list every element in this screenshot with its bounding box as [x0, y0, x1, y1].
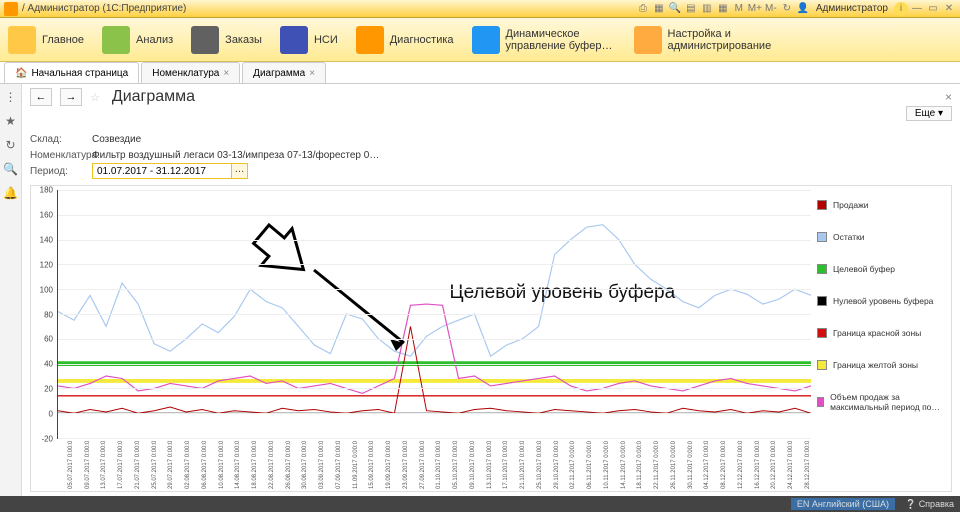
sklad-value: Созвездие — [92, 134, 141, 145]
grid-icon[interactable]: ▦ — [652, 2, 666, 16]
y-axis: -20020406080100120140160180 — [31, 190, 55, 439]
toolbar-dynamic[interactable]: Динамическое управление буфер… — [472, 26, 616, 54]
toolbar-orders[interactable]: Заказы — [191, 26, 262, 54]
toolbar-admin[interactable]: Настройка и администрирование — [634, 26, 778, 54]
tab-nomenclature[interactable]: Номенклатура × — [141, 62, 240, 83]
min-icon[interactable]: — — [910, 2, 924, 16]
close-icon[interactable]: × — [309, 68, 315, 79]
doc-icon[interactable]: ▤ — [684, 2, 698, 16]
tab-bar: 🏠 Начальная страница Номенклатура × Диаг… — [0, 62, 960, 84]
page-title: Диаграмма — [112, 88, 195, 106]
legend: ПродажиОстаткиЦелевой буферНулевой урове… — [817, 200, 947, 434]
filter-fields: Склад:Созвездие Номенклатура:Фильтр возд… — [30, 131, 952, 179]
m2-icon[interactable]: M+ — [748, 2, 762, 16]
lang-indicator[interactable]: EN Английский (США) — [791, 498, 895, 510]
nomen-value: Фильтр воздушный легаси 03-13/импреза 07… — [92, 150, 379, 161]
sklad-label: Склад: — [30, 134, 92, 145]
close-icon[interactable]: × — [223, 68, 229, 79]
page-close-icon[interactable]: × — [945, 90, 952, 104]
status-bar: EN Английский (США) ❔ Справка — [0, 496, 960, 512]
back-button[interactable]: ← — [30, 88, 52, 106]
bell-icon[interactable]: 🔔 — [3, 186, 18, 200]
user-label[interactable]: Администратор — [816, 3, 888, 14]
period-label: Период: — [30, 166, 92, 177]
x-axis: 01.07.2017 0:00:0005.07.2017 0:00:0009.0… — [57, 441, 811, 489]
help-link[interactable]: ❔ Справка — [905, 499, 954, 510]
window-title: / Администратор (1С:Предприятие) — [22, 3, 636, 14]
annotation-text: Целевой уровень буфера — [450, 282, 676, 304]
titlebar-icons: ⎙ ▦ 🔍 ▤ ▥ ▦ M M+ M- ↻ 👤 — [636, 2, 810, 16]
toolbar-main[interactable]: Главное — [8, 26, 84, 54]
title-bar: / Администратор (1С:Предприятие) ⎙ ▦ 🔍 ▤… — [0, 0, 960, 18]
star-icon[interactable]: ★ — [5, 114, 16, 128]
m3-icon[interactable]: M- — [764, 2, 778, 16]
m-icon[interactable]: M — [732, 2, 746, 16]
tab-home[interactable]: 🏠 Начальная страница — [4, 62, 139, 83]
toolbar-diag[interactable]: Диагностика — [356, 26, 454, 54]
user-icon: 👤 — [796, 2, 810, 16]
plot: Целевой уровень буфера — [57, 190, 811, 439]
calendar-icon[interactable]: ▦ — [716, 2, 730, 16]
forward-button[interactable]: → — [60, 88, 82, 106]
search2-icon[interactable]: 🔍 — [3, 162, 18, 176]
close-icon[interactable]: ✕ — [942, 2, 956, 16]
tab-diagram[interactable]: Диаграмма × — [242, 62, 326, 83]
left-sidebar: ⋮⋮⋮ ★ ↻ 🔍 🔔 — [0, 84, 22, 496]
toolbar-analysis[interactable]: Анализ — [102, 26, 173, 54]
refresh-icon[interactable]: ↻ — [780, 2, 794, 16]
more-button[interactable]: Еще ▾ — [906, 106, 952, 121]
max-icon[interactable]: ▭ — [926, 2, 940, 16]
calc-icon[interactable]: ▥ — [700, 2, 714, 16]
arrow-annotation — [269, 225, 270, 226]
chart-area: -20020406080100120140160180 Целевой уров… — [30, 185, 952, 492]
info-icon[interactable]: i — [894, 2, 908, 16]
nomen-label: Номенклатура: — [30, 150, 92, 161]
print-icon[interactable]: ⎙ — [636, 2, 650, 16]
toolbar-nsi[interactable]: НСИ — [280, 26, 338, 54]
search-icon[interactable]: 🔍 — [668, 2, 682, 16]
period-input[interactable] — [92, 163, 232, 179]
main-toolbar: Главное Анализ Заказы НСИ Диагностика Ди… — [0, 18, 960, 62]
app-icon — [4, 2, 18, 16]
period-picker-button[interactable]: … — [232, 163, 248, 179]
history-icon[interactable]: ↻ — [5, 138, 15, 152]
page-header: ← → ☆ Диаграмма × — [30, 88, 952, 106]
fav-icon[interactable]: ☆ — [90, 91, 100, 104]
